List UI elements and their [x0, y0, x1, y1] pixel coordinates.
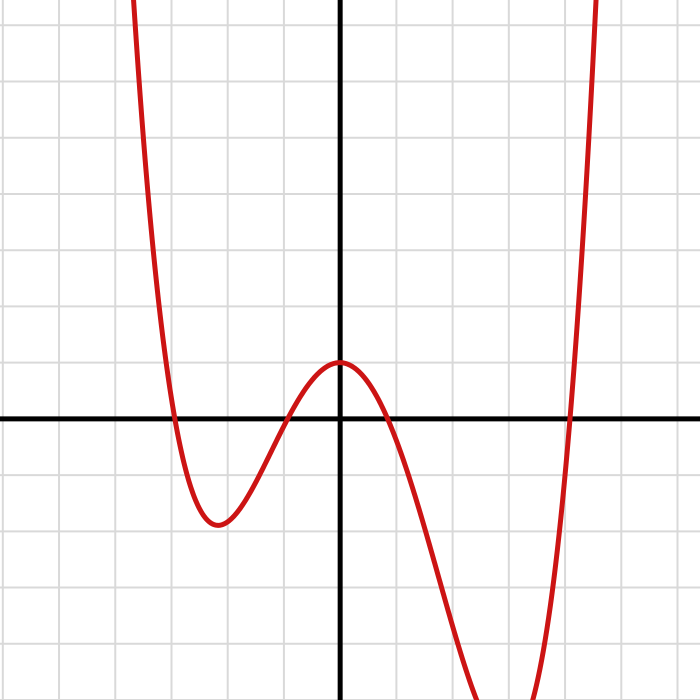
plot-background — [0, 0, 700, 700]
function-plot — [0, 0, 700, 700]
